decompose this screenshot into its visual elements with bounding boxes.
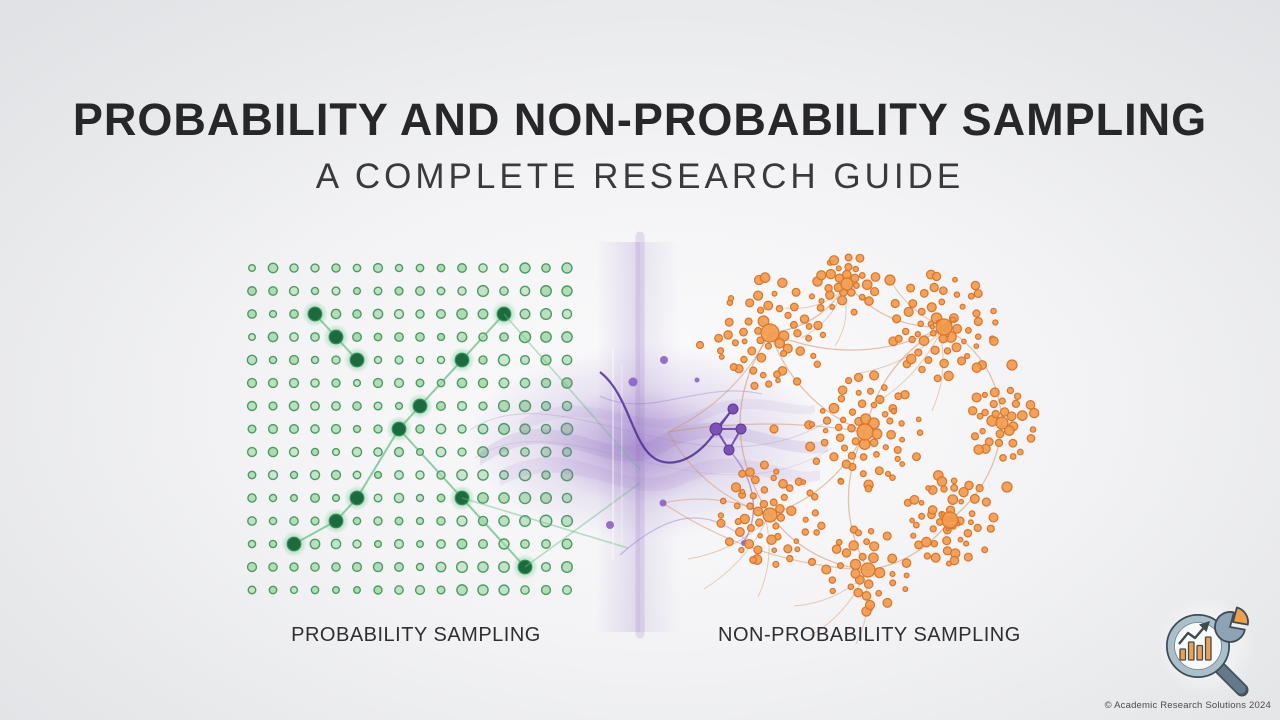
page-title: PROBABILITY AND NON-PROBABILITY SAMPLING	[72, 94, 1208, 145]
probability-sampling-label: PROBABILITY SAMPLING	[291, 624, 541, 646]
non-probability-sampling-label: NON-PROBABILITY SAMPLING	[718, 624, 1021, 646]
analytics-magnifier-logo	[1156, 596, 1256, 697]
copyright-text: © Academic Research Solutions 2024	[1104, 700, 1271, 711]
page-subtitle: A COMPLETE RESEARCH GUIDE	[315, 157, 965, 196]
